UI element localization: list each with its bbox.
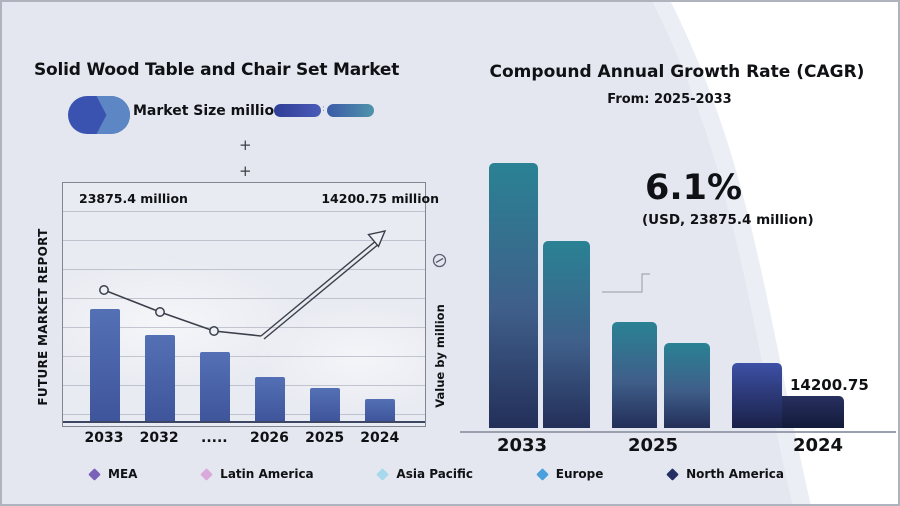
right-chart-axis-line: [460, 431, 896, 433]
left-x-label: 2033: [84, 430, 124, 446]
legend-diamond-icon: [200, 467, 214, 481]
legend-label: North America: [686, 467, 784, 481]
cagr-bar-2025-primary: [612, 322, 657, 428]
market-bar-.....: [200, 352, 230, 421]
y-axis-label: Value by million: [433, 304, 447, 408]
legend-item-mea: MEA: [88, 467, 138, 481]
cagr-detail: (USD, 23875.4 million): [642, 212, 814, 228]
cagr-bar-2024-primary: [732, 363, 782, 428]
side-watermark-label: FUTURE MARKET REPORT: [36, 228, 50, 406]
start-value-label: 23875.4 million: [79, 191, 188, 206]
left-x-label: 2026: [249, 430, 289, 446]
legend-label: Asia Pacific: [396, 467, 474, 481]
market-size-label: Market Size million: [133, 103, 285, 119]
legend-diamond-icon: [535, 467, 549, 481]
left-x-label: 2024: [360, 430, 400, 446]
market-bar-2024: [365, 399, 396, 421]
ratio-pill-right-icon: [327, 104, 374, 117]
legend-label: Latin America: [220, 467, 314, 481]
ratio-separator: :: [322, 104, 326, 114]
plus-mark-icon: +: [239, 162, 252, 180]
market-bar-2025: [310, 388, 341, 421]
left-x-label: 2025: [305, 430, 345, 446]
value-annotation: 14200.75: [790, 376, 869, 394]
end-value-label: 14200.75 million: [321, 191, 439, 206]
legend-item-asia-pacific: Asia Pacific: [376, 467, 474, 481]
cagr-bar-2024-secondary: [782, 396, 844, 428]
ratio-pill-left-icon: [274, 104, 321, 117]
legend-item-latin-america: Latin America: [200, 467, 314, 481]
trend-line-arrow: [99, 230, 387, 340]
plus-mark-icon: +: [239, 136, 252, 154]
cagr-bar-2033-primary: [489, 163, 538, 428]
legend-item-north-america: North America: [666, 467, 784, 481]
left-chart-x-axis: 2033 2032..... 2026 2025 2024: [2, 430, 898, 450]
cagr-subtitle: From: 2025-2033: [607, 92, 732, 107]
cagr-value: 6.1%: [645, 168, 743, 208]
chart-baseline: [63, 420, 425, 423]
page-title: Solid Wood Table and Chair Set Market: [34, 60, 400, 80]
legend-diamond-icon: [88, 467, 101, 481]
legend-item-europe: Europe: [535, 467, 604, 481]
market-size-pill-icon: [68, 96, 130, 134]
cagr-bar-2033-secondary: [543, 241, 590, 428]
left-x-label: .....: [201, 430, 228, 446]
legend-diamond-icon: [666, 467, 680, 481]
right-x-label: 2033: [496, 435, 548, 456]
right-x-label: 2024: [792, 435, 844, 456]
left-x-label: 2032: [139, 430, 179, 446]
market-bar-2026: [255, 377, 286, 421]
market-size-chart-panel: 23875.4 million 14200.75 million: [62, 182, 439, 427]
minus-circle-icon: [432, 253, 447, 268]
cagr-bar-2025-secondary: [664, 343, 710, 428]
legend-label: MEA: [108, 467, 138, 481]
market-bar-2032: [144, 335, 175, 421]
legend-diamond-icon: [376, 467, 390, 481]
legend-label: Europe: [555, 467, 604, 481]
chart-gridlines: [63, 211, 425, 426]
cagr-title: Compound Annual Growth Rate (CAGR): [489, 62, 865, 82]
region-legend: MEA Latin America Asia Pacific Europe North …: [88, 467, 784, 481]
market-bar-2033: [89, 309, 120, 421]
right-x-label: 2025: [627, 435, 679, 456]
